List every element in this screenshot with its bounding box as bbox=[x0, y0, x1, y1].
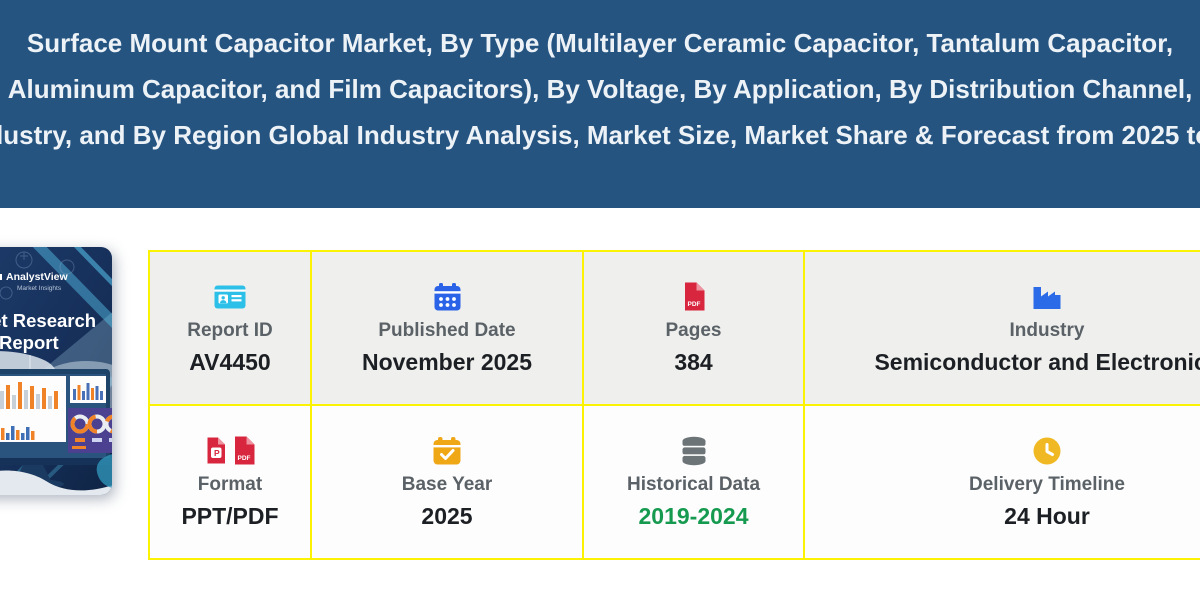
cover-bar-chart bbox=[0, 382, 58, 440]
cover-donut-charts bbox=[70, 414, 112, 449]
info-value: 2019-2024 bbox=[638, 502, 749, 529]
ppt-pdf-files-icon: P PDF bbox=[206, 435, 255, 467]
report-cover-image: AnalystView Market Insights Market Resea… bbox=[0, 247, 112, 495]
info-cell-published-date: Published Date November 2025 bbox=[312, 252, 582, 404]
info-label: Historical Data bbox=[626, 473, 761, 495]
info-label: Delivery Timeline bbox=[969, 473, 1125, 495]
report-title-line-1: Surface Mount Capacitor Market, By Type … bbox=[26, 28, 1174, 58]
info-value: 2025 bbox=[421, 502, 473, 529]
factory-icon bbox=[1032, 281, 1062, 313]
cover-brand-logo bbox=[0, 274, 2, 280]
info-value: 384 bbox=[674, 348, 713, 375]
cover-brand: AnalystView bbox=[6, 271, 68, 283]
info-value: PPT/PDF bbox=[181, 502, 279, 529]
calendar-icon bbox=[434, 281, 461, 313]
cover-mini-chart bbox=[73, 383, 103, 400]
info-label: Published Date bbox=[378, 319, 516, 341]
info-cell-base-year: Base Year 2025 bbox=[312, 406, 582, 558]
clock-icon bbox=[1033, 435, 1061, 467]
info-cell-report-id: Report ID AV4450 bbox=[150, 252, 310, 404]
info-label: Report ID bbox=[187, 319, 273, 341]
report-title: Surface Mount Capacitor Market, By Type … bbox=[0, 20, 1200, 158]
info-cell-delivery-timeline: Delivery Timeline 24 Hour bbox=[805, 406, 1200, 558]
report-title-line-2: Aluminum Capacitor, and Film Capacitors)… bbox=[7, 74, 1193, 104]
info-cell-format: P PDF Format PPT/PDF bbox=[150, 406, 310, 558]
report-info-grid: Report ID AV4450 Published Date November… bbox=[148, 250, 1200, 560]
cover-title-line-2: Report bbox=[0, 332, 59, 353]
report-title-line-3: By Industry, and By Region Global Indust… bbox=[0, 120, 1200, 150]
info-label: Pages bbox=[665, 319, 722, 341]
info-label: Format bbox=[197, 473, 263, 495]
calendar-check-icon bbox=[433, 435, 461, 467]
id-card-icon bbox=[214, 281, 246, 313]
info-cell-industry: Industry Semiconductor and Electronics bbox=[805, 252, 1200, 404]
svg-text:PDF: PDF bbox=[237, 455, 250, 462]
info-value: Semiconductor and Electronics bbox=[874, 348, 1200, 375]
svg-text:PDF: PDF bbox=[687, 301, 700, 308]
report-title-banner: Surface Mount Capacitor Market, By Type … bbox=[0, 0, 1200, 208]
svg-text:P: P bbox=[214, 448, 220, 458]
info-label: Base Year bbox=[401, 473, 493, 495]
info-cell-pages: PDF Pages 384 bbox=[584, 252, 803, 404]
info-cell-historical-data: Historical Data 2019-2024 bbox=[584, 406, 803, 558]
cover-title-line-1: Market Research bbox=[0, 310, 96, 331]
database-icon bbox=[680, 435, 707, 467]
info-label: Industry bbox=[1009, 319, 1085, 341]
info-value: AV4450 bbox=[189, 348, 271, 375]
info-value: 24 Hour bbox=[1004, 502, 1090, 529]
pdf-file-icon: PDF bbox=[683, 281, 705, 313]
info-value: November 2025 bbox=[361, 348, 533, 375]
cover-brand-sub: Market Insights bbox=[17, 285, 62, 292]
